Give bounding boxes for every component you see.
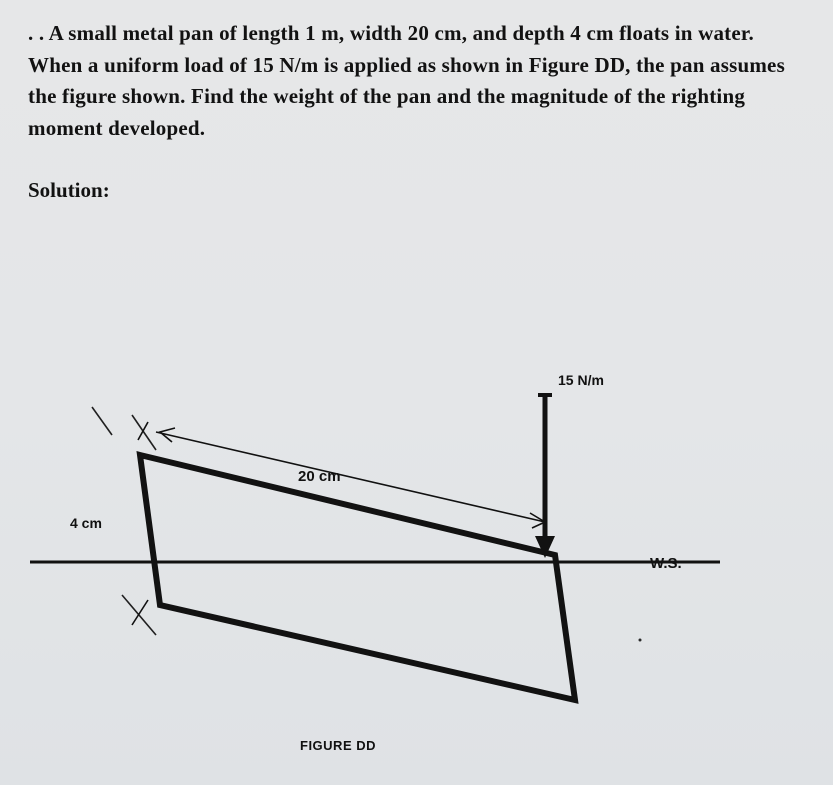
depth-label: 4 cm <box>70 515 102 531</box>
pan-outline <box>140 455 575 700</box>
problem-line-2: When a uniform load of 15 N/m is applied… <box>28 50 803 82</box>
width-label: 20 cm <box>298 468 341 485</box>
figure-dd: 15 N/m 20 cm 4 cm W.S. FIGURE DD <box>0 300 833 770</box>
problem-statement: . . A small metal pan of length 1 m, wid… <box>28 18 803 144</box>
waterline-label: W.S. <box>650 555 682 572</box>
figure-svg <box>0 300 833 770</box>
problem-line-3: the figure shown. Find the weight of the… <box>28 81 803 113</box>
depth-tick-inner <box>132 415 156 450</box>
solution-heading: Solution: <box>28 178 803 203</box>
problem-line-4: moment developed. <box>28 113 803 145</box>
figure-caption: FIGURE DD <box>300 738 376 753</box>
speck <box>639 639 642 642</box>
problem-line-1: . . A small metal pan of length 1 m, wid… <box>28 18 803 50</box>
depth-bottom-cross <box>132 600 148 625</box>
depth-tick-outer <box>92 407 112 435</box>
load-label: 15 N/m <box>558 372 604 388</box>
